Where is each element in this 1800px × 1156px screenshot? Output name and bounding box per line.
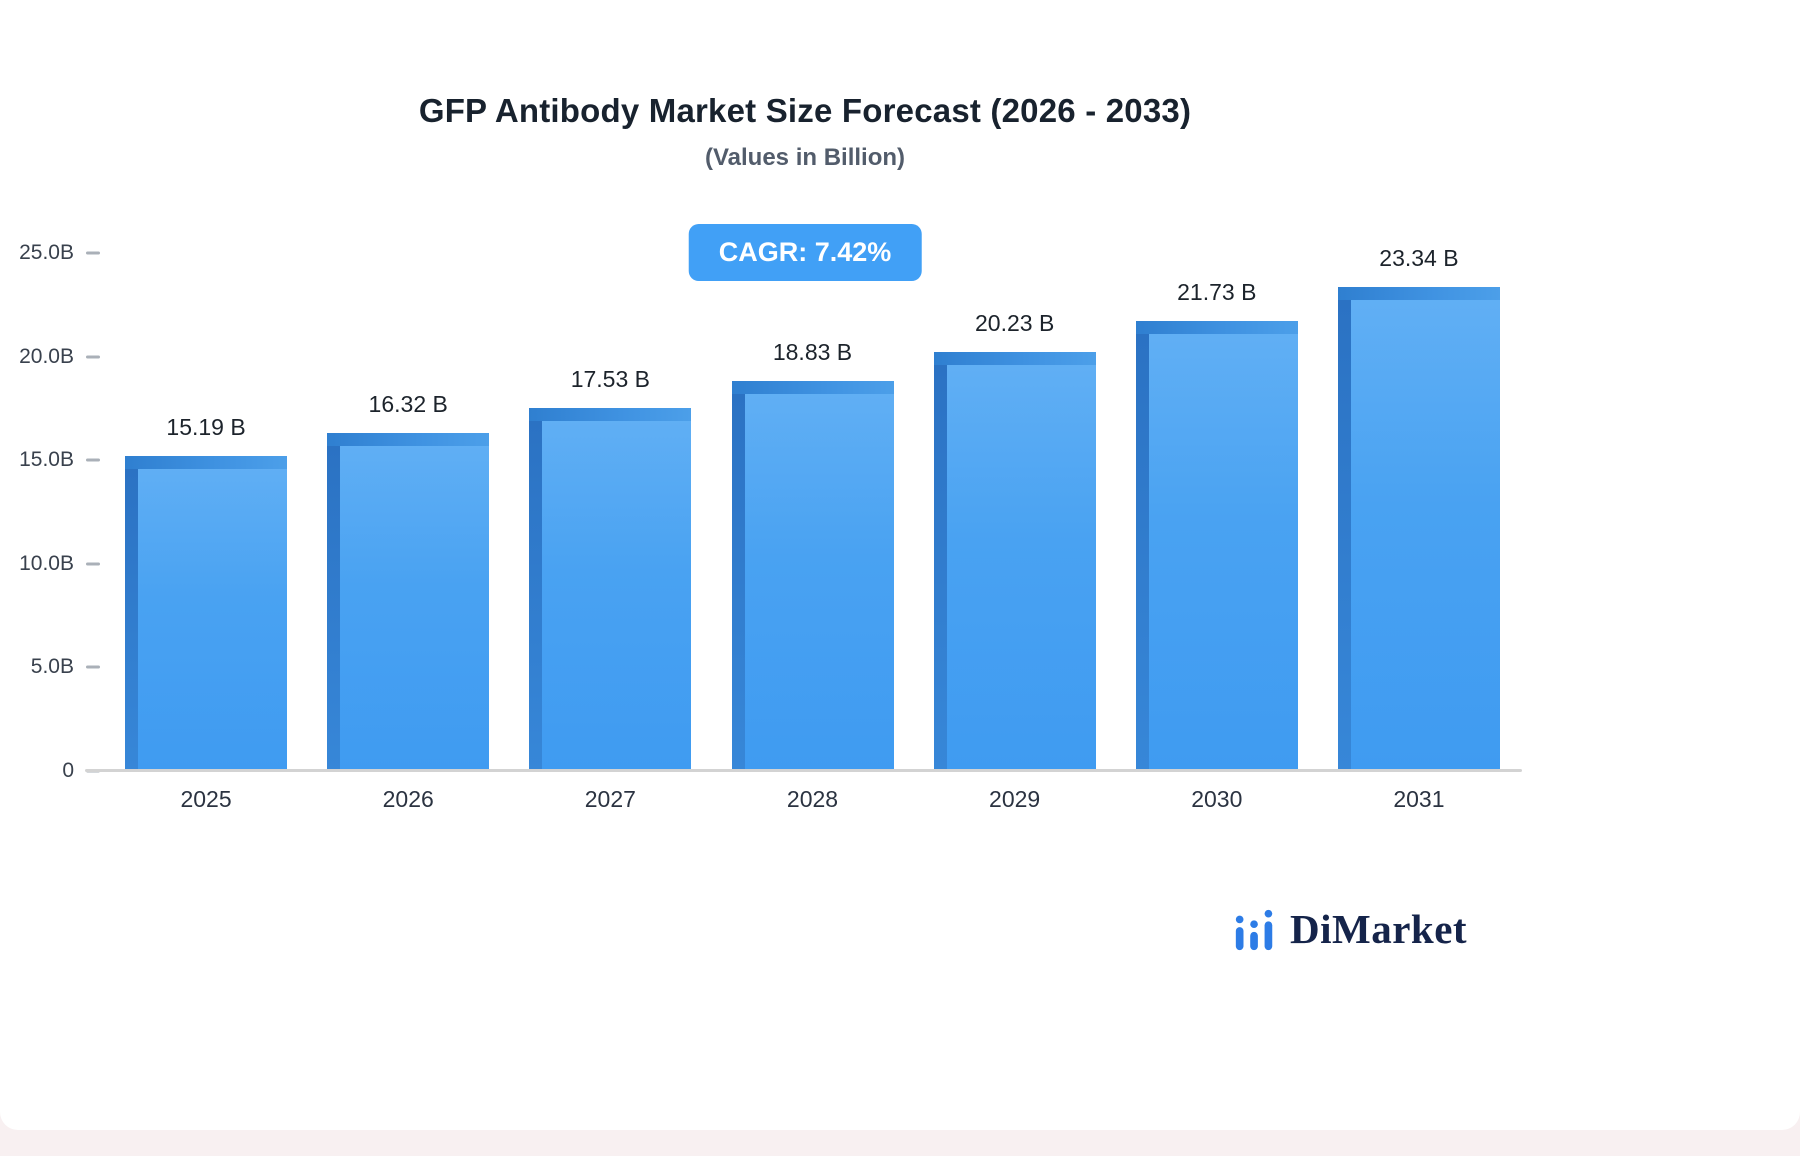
- bar-group: 15.19 B: [125, 414, 288, 771]
- bar-value-label: 17.53 B: [570, 365, 650, 392]
- y-axis-tick-label: 10.0B: [19, 551, 74, 575]
- y-axis-tick-mark: [86, 562, 100, 566]
- y-axis-tick-label: 0: [62, 759, 74, 782]
- x-axis-labels: 2025 2026 2027 2028 2029 2030 2031: [105, 786, 1520, 826]
- x-axis-tick-label: 2028: [786, 786, 839, 812]
- bar-top-shade: [1135, 320, 1298, 334]
- bar-top-shade: [125, 456, 288, 470]
- bar-chart-logo-icon: [1232, 906, 1278, 952]
- bar-side-shade: [1337, 300, 1351, 771]
- y-axis-tick-label: 20.0B: [19, 344, 74, 368]
- bar: [125, 456, 288, 771]
- bar-side-shade: [1135, 333, 1149, 771]
- chart-header: GFP Antibody Market Size Forecast (2026 …: [0, 92, 1610, 172]
- x-axis-line: [85, 769, 1522, 772]
- y-axis-tick-mark: [86, 665, 100, 669]
- bar-top-shade: [933, 351, 1096, 365]
- y-axis-tick-label: 5.0B: [30, 655, 74, 679]
- y-axis-tick-label: 25.0B: [19, 241, 74, 264]
- bar-group: 18.83 B: [731, 339, 894, 771]
- y-axis-tick-mark: [86, 458, 100, 462]
- cagr-badge: CAGR: 7.42%: [688, 224, 922, 281]
- chart-subtitle: (Values in Billion): [704, 144, 906, 171]
- y-axis: 0 5.0B 10.0B 15.0B 20.0B 25.0B: [0, 241, 100, 782]
- chart-title: GFP Antibody Market Size Forecast (2026 …: [418, 92, 1192, 129]
- bar-top-shade: [529, 407, 692, 421]
- bar-side-shade: [529, 420, 543, 771]
- bar-side-shade: [933, 364, 947, 771]
- x-axis-tick-label: 2025: [180, 786, 232, 812]
- bar-group: 21.73 B: [1135, 279, 1298, 771]
- plot-area: 15.19 B 16.32 B 17.53 B 18.83 B 20.23 B 21.73…: [105, 245, 1520, 771]
- bar-group: 20.23 B: [933, 310, 1096, 771]
- bar-side-shade: [327, 445, 341, 771]
- x-axis-tick-label: 2031: [1393, 786, 1445, 812]
- bar: [1135, 320, 1298, 771]
- bar-top-shade: [1337, 287, 1500, 301]
- bar: [933, 351, 1096, 771]
- bar-value-label: 21.73 B: [1177, 278, 1257, 305]
- bar-group: 16.32 B: [327, 391, 490, 771]
- bar-value-label: 16.32 B: [368, 390, 448, 417]
- brand-name: DiMarket: [1290, 906, 1468, 952]
- bar-group: 23.34 B: [1337, 245, 1500, 771]
- bar: [1337, 287, 1500, 771]
- bar-group: 17.53 B: [529, 366, 692, 771]
- bar-value-label: 20.23 B: [974, 309, 1055, 336]
- bar-value-label: 23.34 B: [1379, 245, 1459, 272]
- bar-top-shade: [731, 380, 894, 394]
- bar-value-label: 15.19 B: [166, 414, 246, 441]
- bar: [327, 432, 490, 771]
- bar-top-shade: [327, 432, 490, 446]
- bar: [529, 407, 692, 771]
- x-axis-tick-label: 2027: [584, 786, 636, 812]
- x-axis-tick-label: 2026: [382, 786, 434, 812]
- y-axis-tick-label: 15.0B: [19, 448, 74, 472]
- bar-side-shade: [125, 469, 139, 771]
- bar-value-label: 18.83 B: [772, 338, 853, 365]
- y-axis-tick-mark: [86, 355, 100, 359]
- bar-side-shade: [731, 393, 745, 771]
- chart-card: GFP Antibody Market Size Forecast (2026 …: [0, 0, 1800, 1130]
- x-axis-tick-label: 2029: [989, 786, 1041, 812]
- y-axis-tick-mark: [86, 251, 100, 255]
- bar: [731, 380, 894, 771]
- x-axis-tick-label: 2030: [1191, 786, 1243, 812]
- brand-logo: DiMarket: [1232, 905, 1467, 953]
